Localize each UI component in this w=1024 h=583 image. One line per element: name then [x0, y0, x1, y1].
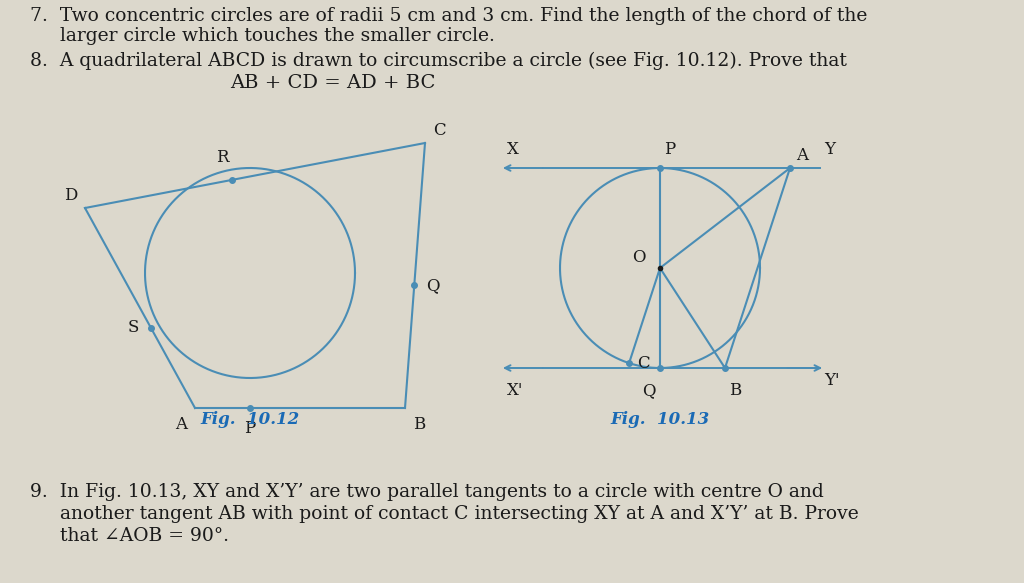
- Text: Fig.  10.13: Fig. 10.13: [610, 411, 710, 428]
- Text: A: A: [175, 416, 187, 433]
- Text: Q: Q: [642, 382, 656, 399]
- Text: S: S: [127, 319, 139, 336]
- Text: P: P: [245, 420, 256, 437]
- Text: B: B: [413, 416, 425, 433]
- Text: Fig.  10.12: Fig. 10.12: [201, 411, 300, 428]
- Text: 7.  Two concentric circles are of radii 5 cm and 3 cm. Find the length of the ch: 7. Two concentric circles are of radii 5…: [30, 7, 867, 25]
- Text: X': X': [507, 382, 523, 399]
- Text: C: C: [637, 354, 649, 371]
- Text: P: P: [664, 141, 675, 158]
- Text: 8.  A quadrilateral ABCD is drawn to circumscribe a circle (see Fig. 10.12). Pro: 8. A quadrilateral ABCD is drawn to circ…: [30, 52, 847, 70]
- Text: Y': Y': [824, 372, 840, 389]
- Text: larger circle which touches the smaller circle.: larger circle which touches the smaller …: [30, 27, 495, 45]
- Text: B: B: [729, 382, 741, 399]
- Text: 9.  In Fig. 10.13, XY and X’Y’ are two parallel tangents to a circle with centre: 9. In Fig. 10.13, XY and X’Y’ are two pa…: [30, 483, 823, 501]
- Text: R: R: [216, 149, 228, 166]
- Text: Q: Q: [426, 277, 439, 294]
- Text: another tangent AB with point of contact C intersecting XY at A and X’Y’ at B. P: another tangent AB with point of contact…: [30, 505, 859, 523]
- Text: O: O: [633, 249, 646, 266]
- Text: Y: Y: [824, 141, 835, 158]
- Text: C: C: [433, 122, 445, 139]
- Text: A: A: [796, 147, 808, 164]
- Text: D: D: [63, 187, 77, 204]
- Text: X: X: [507, 141, 519, 158]
- Text: AB + CD = AD + BC: AB + CD = AD + BC: [230, 74, 435, 92]
- Text: that ∠AOB = 90°.: that ∠AOB = 90°.: [30, 527, 229, 545]
